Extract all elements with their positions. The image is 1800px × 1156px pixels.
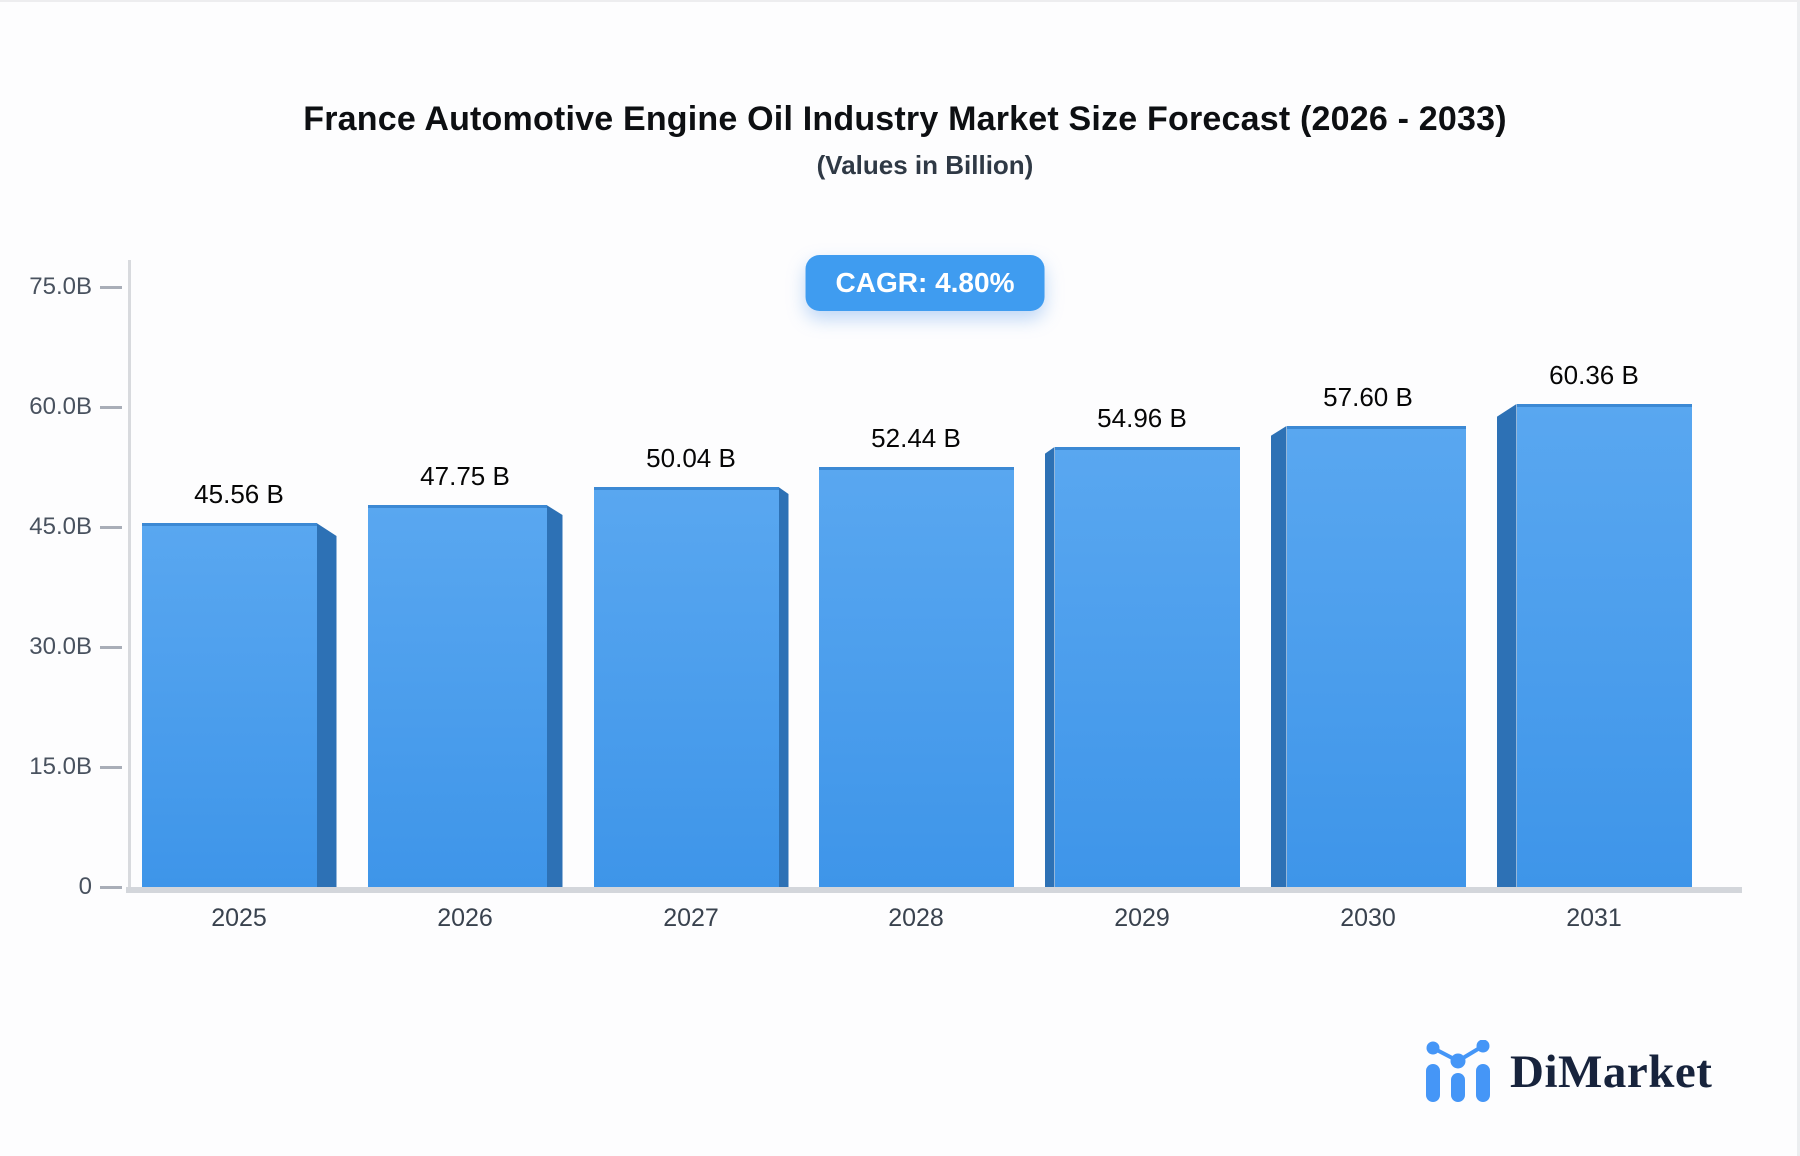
x-tick-label: 2026 — [437, 904, 493, 932]
bar[interactable] — [593, 487, 779, 887]
bar-value-label: 57.60 B — [1323, 382, 1413, 412]
bar-3d-side — [1496, 404, 1517, 887]
x-tick-label: 2031 — [1566, 904, 1622, 932]
y-tick-mark — [100, 886, 122, 889]
bar-3d-side — [316, 523, 337, 887]
x-tick-label: 2030 — [1340, 904, 1396, 932]
y-tick-label: 30.0B — [29, 633, 92, 660]
bar-3d-side — [1044, 447, 1055, 887]
bar[interactable] — [1516, 404, 1692, 887]
bar-3d-side — [546, 505, 563, 887]
bar[interactable] — [367, 505, 547, 887]
bar-value-label: 60.36 B — [1549, 360, 1639, 390]
x-tick-label: 2029 — [1114, 904, 1170, 932]
bar[interactable] — [818, 467, 1014, 887]
bar-3d-side — [778, 487, 789, 887]
bar-value-label: 54.96 B — [1097, 403, 1187, 433]
y-axis-line — [128, 260, 131, 890]
y-tick-label: 0 — [78, 873, 92, 900]
bar-value-label: 45.56 B — [194, 479, 284, 509]
y-tick-mark — [100, 526, 122, 529]
x-axis-line — [126, 887, 1742, 893]
y-tick-mark — [100, 766, 122, 769]
chart-title: France Automotive Engine Oil Industry Ma… — [303, 100, 1507, 138]
bar-group: 45.56 B — [141, 479, 337, 887]
bar[interactable] — [1054, 447, 1240, 887]
bar-line-chart-icon — [1426, 1040, 1490, 1102]
y-tick-label: 60.0B — [29, 393, 92, 420]
y-tick-mark — [100, 406, 122, 409]
brand-name: DiMarket — [1510, 1045, 1713, 1098]
bar-value-label: 52.44 B — [871, 423, 961, 453]
cagr-badge: CAGR: 4.80% — [805, 255, 1045, 311]
x-tick-label: 2028 — [888, 904, 944, 932]
window-edge — [1797, 2, 1800, 1156]
bar-group: 60.36 B — [1496, 360, 1692, 887]
chart-subtitle: (Values in Billion) — [816, 150, 1034, 180]
bar-group: 57.60 B — [1270, 382, 1466, 887]
bar[interactable] — [141, 523, 317, 887]
y-tick-mark — [100, 646, 122, 649]
bar-value-label: 47.75 B — [420, 461, 510, 491]
y-tick-label: 15.0B — [29, 753, 92, 780]
bar-group: 50.04 B — [593, 443, 789, 887]
y-tick-label: 75.0B — [29, 273, 92, 300]
bar[interactable] — [1286, 426, 1466, 887]
x-tick-label: 2027 — [663, 904, 719, 932]
bar-value-label: 50.04 B — [646, 443, 736, 473]
bar-group: 54.96 B — [1044, 403, 1240, 887]
bar-3d-side — [1270, 426, 1287, 887]
x-tick-label: 2025 — [211, 904, 267, 932]
y-tick-mark — [100, 286, 122, 289]
brand-logo: DiMarket — [1424, 1040, 1712, 1104]
bar-group: 52.44 B — [818, 423, 1014, 887]
bar-group: 47.75 B — [367, 461, 563, 887]
y-tick-label: 45.0B — [29, 513, 92, 540]
